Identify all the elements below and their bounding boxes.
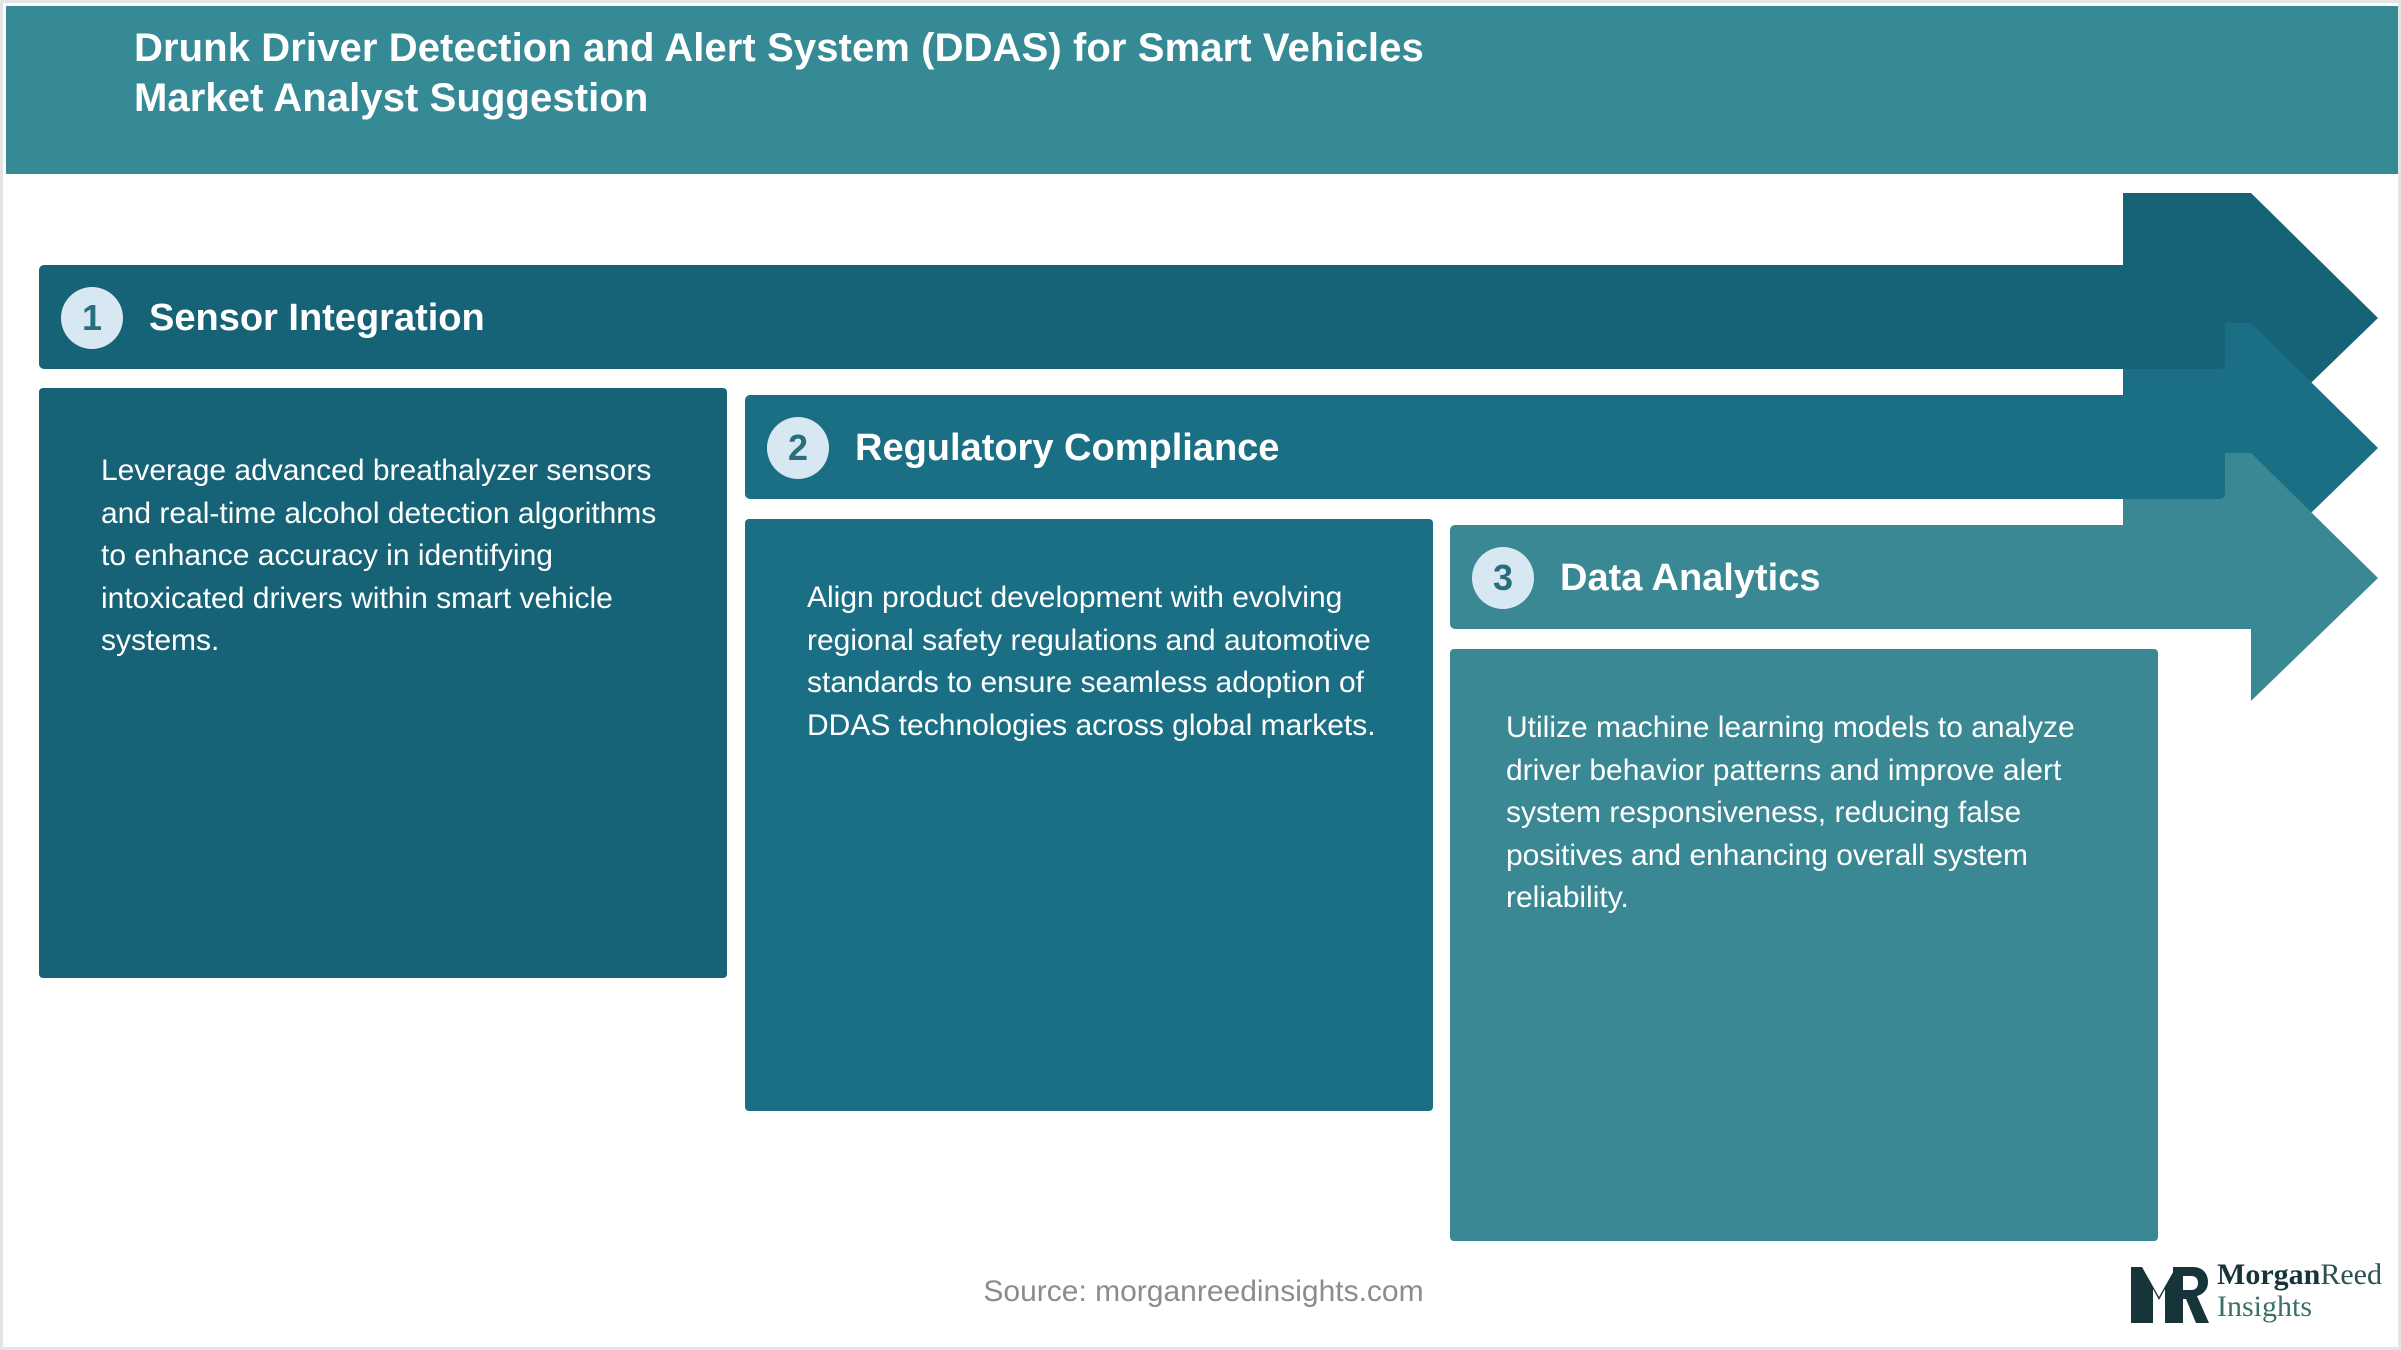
source-note: Source: morganreedinsights.com	[983, 1275, 1424, 1308]
step-2-number-badge: 2	[767, 417, 829, 479]
step-3-title: Data Analytics	[1560, 557, 1821, 599]
header-band: Drunk Driver Detection and Alert System …	[6, 6, 2398, 174]
page-title: Drunk Driver Detection and Alert System …	[134, 26, 1424, 120]
logo-name-morgan: Morgan	[2217, 1258, 2321, 1291]
step-1-number-badge: 1	[61, 287, 123, 349]
step-3-description: Utilize machine learning models to analy…	[1506, 711, 2075, 915]
logo-wordmark: MorganReed Insights	[2217, 1258, 2382, 1324]
logo-name-reed: Reed	[2320, 1258, 2382, 1291]
morganreed-insights-logo: MorganReed Insights	[2129, 1258, 2382, 1331]
logo-name-line-1: MorganReed	[2217, 1258, 2382, 1291]
step-3-header[interactable]: 3 Data Analytics	[1450, 525, 2225, 629]
mr-monogram-icon	[2131, 1267, 2209, 1323]
step-2-header[interactable]: 2 Regulatory Compliance	[745, 395, 2225, 499]
step-1-description: Leverage advanced breathalyzer sensors a…	[101, 454, 657, 658]
step-3-body: Utilize machine learning models to analy…	[1450, 649, 2158, 1241]
step-1-body: Leverage advanced breathalyzer sensors a…	[39, 388, 727, 978]
step-1-title: Sensor Integration	[149, 297, 485, 339]
step-3-number-badge: 3	[1472, 547, 1534, 609]
step-1-header[interactable]: 1 Sensor Integration	[39, 265, 2225, 369]
logo-name-line-2: Insights	[2217, 1290, 2313, 1324]
step-2-body: Align product development with evolving …	[745, 519, 1433, 1111]
step-2-title: Regulatory Compliance	[855, 427, 1280, 469]
step-2-description: Align product development with evolving …	[807, 581, 1376, 742]
